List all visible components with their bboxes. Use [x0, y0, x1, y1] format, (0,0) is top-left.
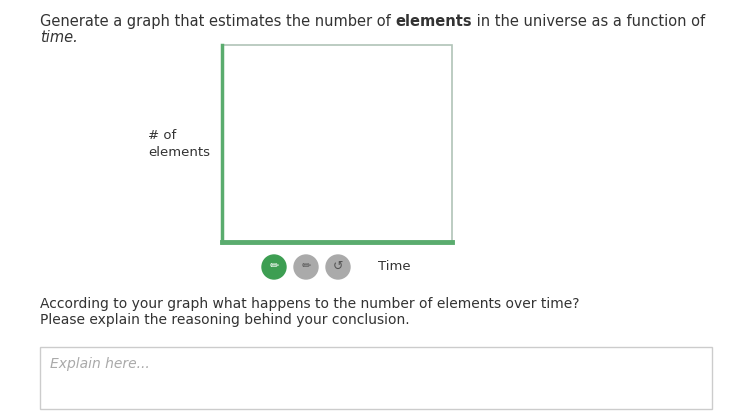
Text: ✏: ✏ — [301, 261, 311, 271]
Text: time.: time. — [40, 30, 78, 45]
Circle shape — [262, 255, 286, 279]
Text: in the universe as a function of: in the universe as a function of — [472, 14, 705, 29]
Text: According to your graph what happens to the number of elements over time?: According to your graph what happens to … — [40, 297, 580, 311]
Text: # of
elements: # of elements — [148, 128, 210, 158]
Bar — [40, 347, 712, 409]
Text: Time: Time — [378, 261, 410, 274]
Text: Explain here...: Explain here... — [50, 357, 150, 371]
Text: ↺: ↺ — [333, 259, 343, 272]
Text: Generate a graph that estimates the number of: Generate a graph that estimates the numb… — [40, 14, 395, 29]
Text: ✏: ✏ — [270, 261, 279, 271]
Text: Please explain the reasoning behind your conclusion.: Please explain the reasoning behind your… — [40, 313, 410, 327]
Bar — [222, 45, 452, 242]
Circle shape — [294, 255, 318, 279]
Text: elements: elements — [395, 14, 472, 29]
Circle shape — [326, 255, 350, 279]
